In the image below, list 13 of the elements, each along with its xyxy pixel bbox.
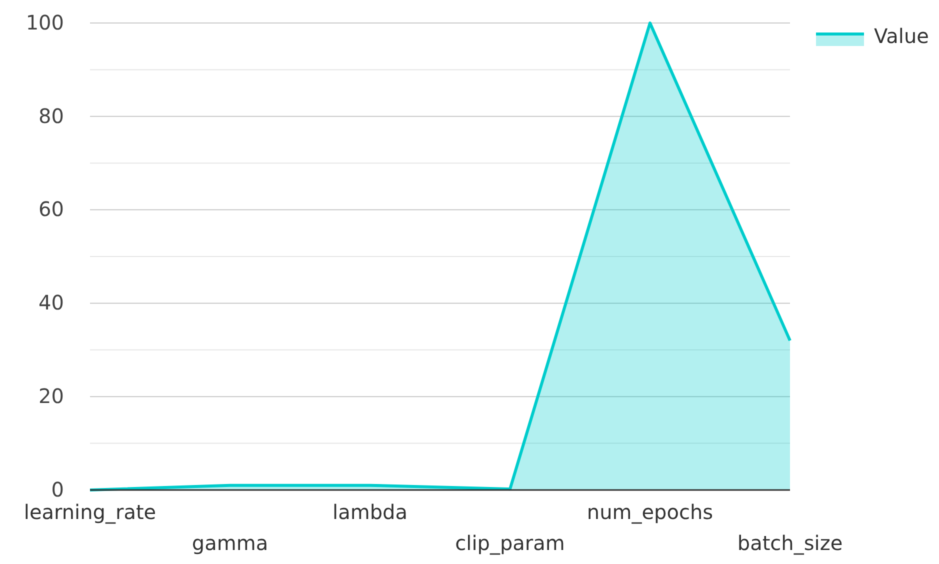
y-tick-label: 20	[38, 384, 64, 408]
y-tick-label: 0	[51, 477, 64, 502]
x-tick-label: clip_param	[455, 531, 565, 555]
y-tick-label: 60	[38, 197, 64, 222]
x-tick-label: num_epochs	[586, 500, 714, 524]
y-tick-label: 100	[26, 10, 64, 34]
x-tick-label: learning_rate	[24, 500, 156, 524]
y-tick-label: 40	[38, 290, 64, 315]
y-tick-label: 80	[38, 104, 64, 128]
x-tick-label: batch_size	[737, 531, 843, 555]
x-tick-label: lambda	[332, 500, 408, 524]
x-tick-label: gamma	[192, 531, 268, 555]
legend-label: Value	[874, 24, 929, 48]
